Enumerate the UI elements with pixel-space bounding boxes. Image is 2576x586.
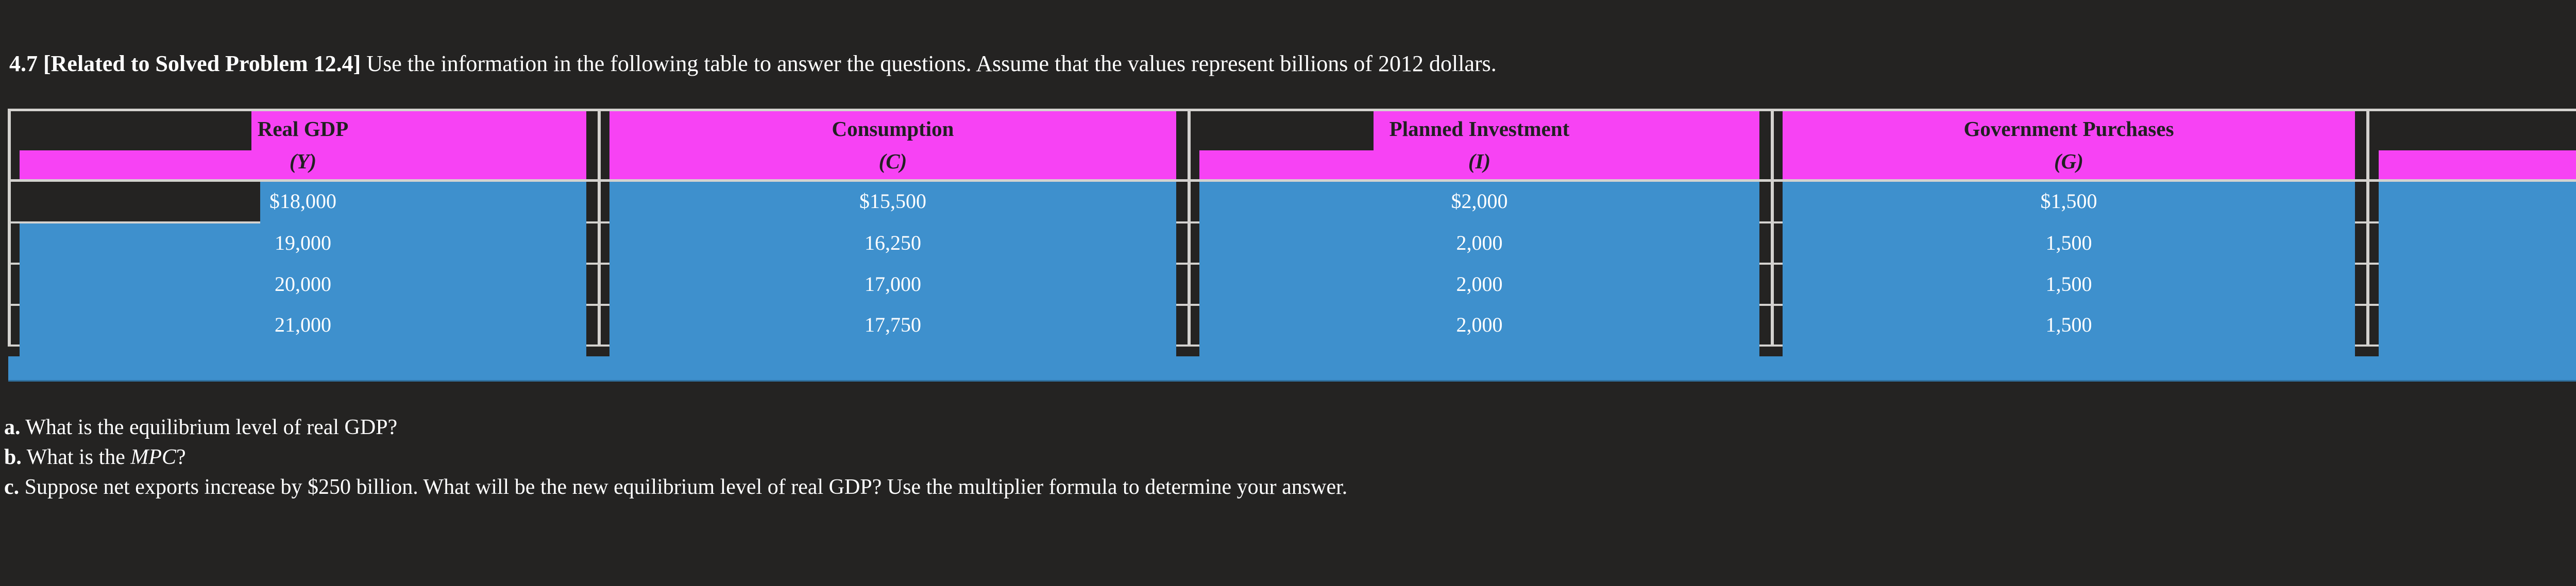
header-highlight-government-purchases [1783, 111, 2355, 179]
problem-text: Use the information in the following tab… [361, 51, 1497, 76]
table-cell [2379, 305, 2576, 345]
column-title: Government Purchases [1963, 117, 2174, 141]
column-divider [2366, 109, 2369, 347]
table-cell: $1,500 [2040, 189, 2097, 213]
column-header-real-gdp: Real GDP (Y) [20, 111, 586, 179]
header-bottom-border [8, 179, 2576, 182]
question-text: What is the [21, 445, 131, 469]
separator-stub [586, 347, 609, 356]
column-header-consumption: Consumption (C) [609, 111, 1176, 179]
table-cell: 1,500 [2045, 231, 2092, 254]
separator-stub [1759, 347, 1783, 356]
problem-statement: 4.7 [Related to Solved Problem 12.4] Use… [9, 50, 1497, 77]
question-c: c. Suppose net exports increase by $250 … [4, 472, 1347, 502]
table-cell: 1,500 [2045, 272, 2092, 296]
table-cell: $18,000 [269, 189, 336, 213]
column-header-net-exports: Net Exports (NX) [2379, 111, 2576, 179]
unselected-notch-first-cell [20, 182, 260, 221]
question-label: a. [4, 416, 21, 439]
header-highlight-consumption [609, 111, 1176, 179]
table-cell: 1,500 [2045, 313, 2092, 336]
question-text: What is the equilibrium level of real GD… [20, 416, 398, 439]
table-cell: 21,000 [275, 313, 331, 336]
table-cell [2379, 223, 2576, 263]
unselected-notch-planned-investment [1199, 111, 1374, 150]
column-divider [1188, 109, 1191, 347]
row-border [0, 263, 2576, 265]
row-border [0, 221, 2576, 223]
question-label: b. [4, 445, 22, 469]
column-title: Planned Investment [1389, 117, 1570, 141]
table-cell: 19,000 [275, 231, 331, 254]
table-cell [2379, 264, 2576, 304]
question-b: b. What is the MPC? [4, 442, 1347, 472]
separator-stub [2355, 347, 2379, 356]
row-border [0, 304, 2576, 306]
table-bottom-edge [8, 380, 2576, 382]
column-symbol: (Y) [289, 149, 317, 173]
row-border [0, 344, 2576, 347]
problem-number: 4.7 [Related to Solved Problem 12.4] [9, 51, 361, 76]
table-cell [2379, 181, 2576, 221]
table-cell: $2,000 [1451, 189, 1508, 213]
table-top-border [8, 109, 2576, 111]
question-a: a. What is the equilibrium level of real… [4, 412, 1347, 442]
column-symbol: (I) [1468, 149, 1491, 173]
question-text: Suppose net exports increase by $250 bil… [19, 475, 1348, 499]
table-cell: 2,000 [1456, 231, 1503, 254]
unselected-notch-real-gdp [20, 111, 251, 150]
table-cell: 17,750 [865, 313, 921, 336]
unselected-notch-net-exports [2379, 111, 2576, 150]
column-header-planned-investment: Planned Investment (I) [1199, 111, 1759, 179]
table-cell: 16,250 [865, 231, 921, 254]
separator-stub [0, 347, 20, 356]
question-label: c. [4, 475, 20, 499]
column-title: Consumption [832, 117, 954, 141]
table-cell: 2,000 [1456, 272, 1503, 296]
separator-stub [1176, 347, 1199, 356]
column-divider [1771, 109, 1774, 347]
question-italic-term: MPC [130, 445, 177, 469]
table-cell: 17,000 [865, 272, 921, 296]
table-left-border [8, 109, 11, 347]
table-cell: $15,500 [859, 189, 926, 213]
column-divider [598, 109, 601, 347]
column-symbol: (C) [878, 149, 907, 173]
question-text: ? [176, 445, 186, 469]
table-bottom-highlight-band [8, 347, 2576, 382]
column-symbol: (G) [2054, 149, 2083, 173]
column-title: Real GDP [257, 117, 349, 141]
column-header-government-purchases: Government Purchases (G) [1783, 111, 2355, 179]
questions-list: a. What is the equilibrium level of real… [4, 412, 1347, 502]
table-cell: 20,000 [275, 272, 331, 296]
table-cell: 2,000 [1456, 313, 1503, 336]
